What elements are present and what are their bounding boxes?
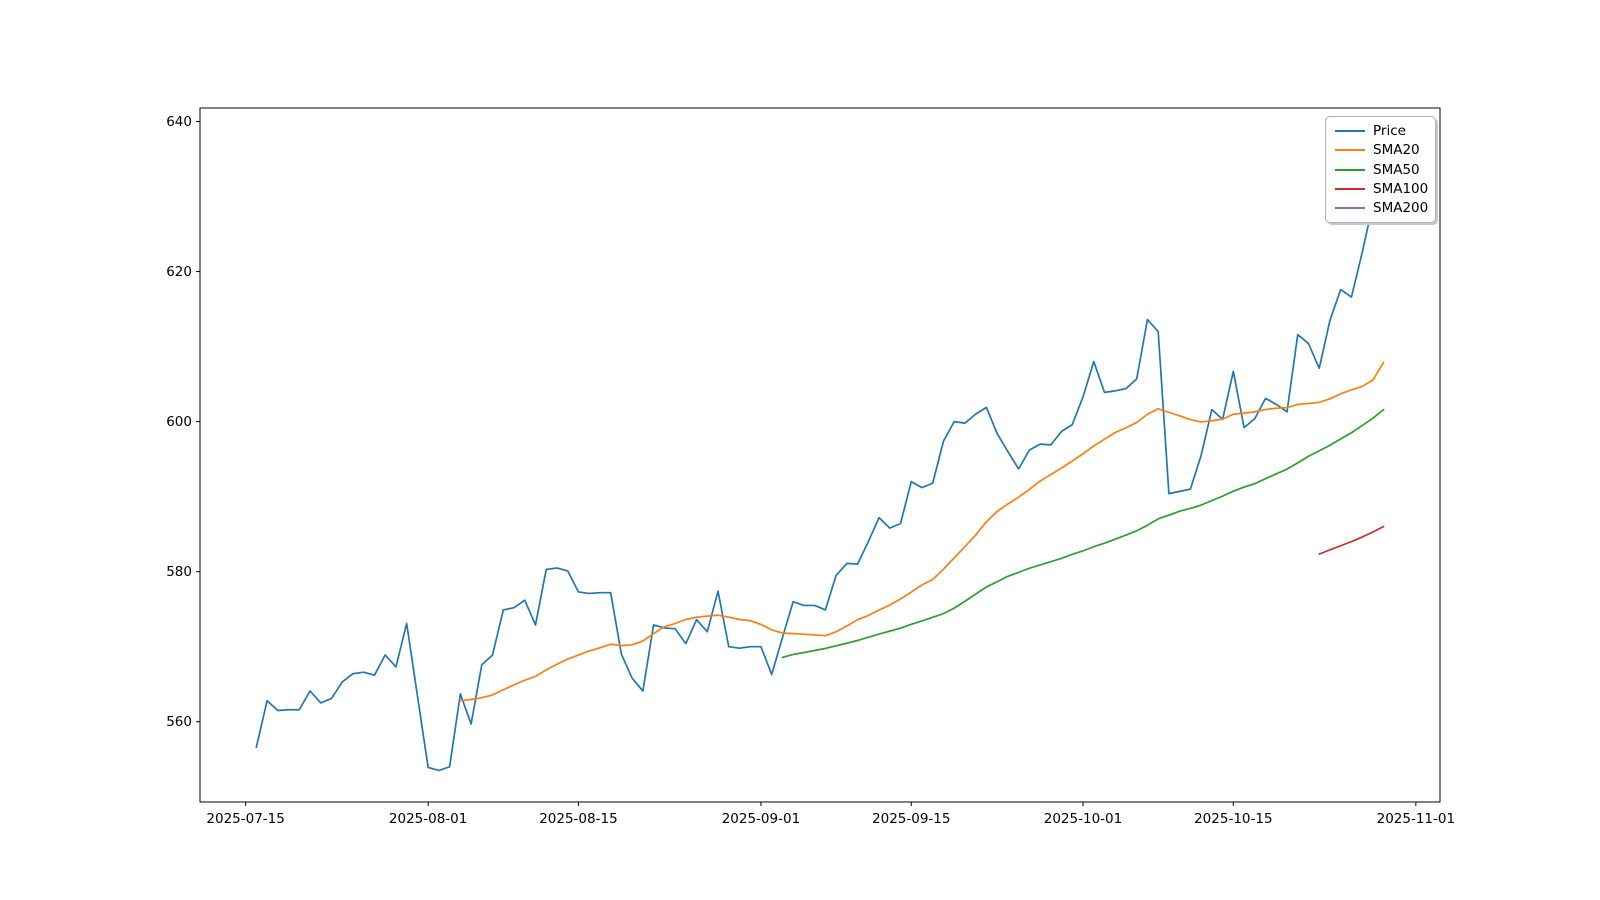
y-tick-label: 600: [166, 414, 192, 430]
legend: Price SMA20 SMA50 SMA100 SMA200: [1325, 116, 1436, 223]
legend-label: SMA100: [1373, 180, 1429, 197]
y-tick-label: 620: [166, 264, 192, 280]
legend-label: SMA200: [1373, 200, 1429, 216]
sma50-line: [781, 408, 1385, 659]
x-tick-label: 2025-08-01: [389, 811, 467, 827]
legend-swatch-sma100: [1335, 187, 1365, 190]
plot-background: [200, 108, 1440, 802]
legend-entry-sma50: SMA50: [1335, 162, 1426, 178]
x-tick-label: 2025-08-15: [539, 811, 617, 827]
legend-swatch-price: [1335, 130, 1365, 132]
legend-label: SMA50: [1373, 161, 1420, 178]
legend-label: SMA20: [1373, 142, 1420, 159]
x-tick-label: 2025-09-15: [872, 811, 950, 827]
legend-entry-price: Price: [1335, 123, 1426, 139]
x-tick-label: 2025-07-15: [206, 811, 284, 827]
legend-entry-sma20: SMA20: [1335, 142, 1426, 158]
x-tick-label: 2025-10-01: [1044, 811, 1122, 827]
x-tick-label: 2025-10-15: [1194, 811, 1272, 827]
legend-swatch-sma50: [1335, 168, 1365, 171]
sma100-line: [1318, 525, 1385, 555]
y-tick-label: 580: [166, 564, 192, 580]
legend-entry-sma100: SMA100: [1335, 180, 1429, 197]
x-tick-label: 2025-11-01: [1377, 811, 1455, 827]
price-line: [255, 138, 1385, 772]
y-tick-label: 560: [166, 714, 192, 730]
x-tick-label: 2025-09-01: [722, 811, 800, 827]
legend-entry-sma200: SMA200: [1335, 200, 1429, 216]
legend-label: Price: [1373, 123, 1406, 139]
legend-swatch-sma200: [1335, 207, 1365, 209]
sma20-line: [459, 361, 1385, 702]
legend-swatch-sma20: [1335, 149, 1365, 152]
plot-frame: [199, 107, 1441, 803]
y-tick-label: 640: [166, 114, 192, 130]
